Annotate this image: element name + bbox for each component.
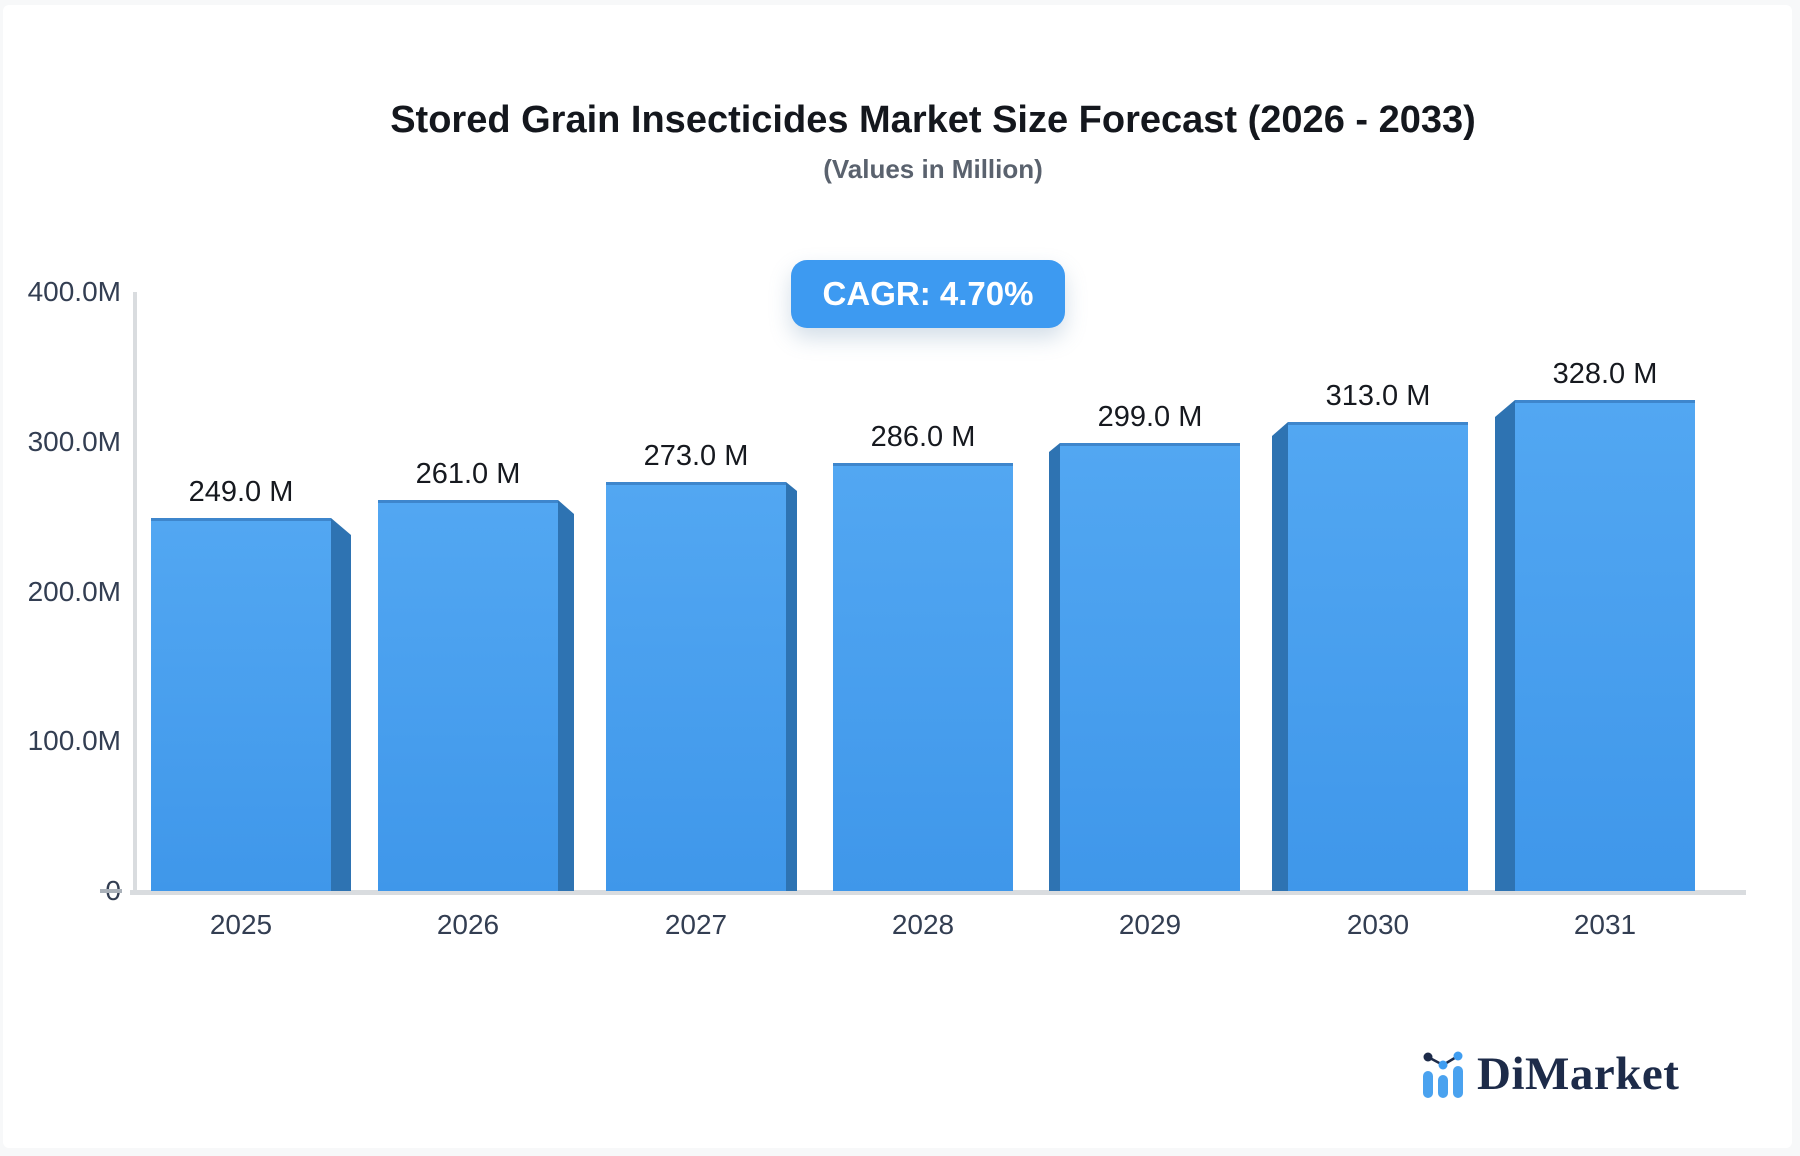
- zero-tick-mark: [100, 889, 122, 893]
- cagr-badge-label: CAGR: 4.70%: [822, 275, 1034, 312]
- bar: [606, 482, 786, 891]
- bar: [833, 463, 1013, 891]
- y-axis-label: 300.0M: [27, 426, 121, 457]
- chart-card: Stored Grain Insecticides Market Size Fo…: [3, 5, 1792, 1148]
- bar: [151, 518, 331, 891]
- bar-value-label: 249.0 M: [188, 476, 294, 508]
- x-axis-label: 2030: [1346, 909, 1410, 940]
- bar: [378, 500, 558, 891]
- bar: [1515, 400, 1695, 891]
- chart-subtitle: (Values in Million): [823, 154, 1043, 184]
- x-axis-baseline: [130, 890, 1746, 895]
- y-axis-line: [133, 292, 137, 894]
- y-axis-label: 200.0M: [27, 576, 121, 607]
- y-axis-label: 400.0M: [27, 276, 121, 307]
- x-axis-label: 2028: [891, 909, 955, 940]
- x-axis-label: 2031: [1573, 909, 1637, 940]
- bar: [1060, 443, 1240, 891]
- bar-value-label: 273.0 M: [643, 440, 749, 472]
- bar-value-label: 328.0 M: [1552, 358, 1658, 390]
- y-axis-label: 100.0M: [27, 725, 121, 756]
- x-axis-label: 2026: [436, 909, 500, 940]
- bar-side-face: [786, 482, 797, 891]
- bar-value-label: 313.0 M: [1325, 380, 1431, 412]
- bar-value-label: 299.0 M: [1097, 401, 1203, 433]
- bar-value-label: 286.0 M: [870, 421, 976, 453]
- bar: [1288, 422, 1468, 891]
- mini-bar-chart-icon: [1423, 1051, 1463, 1098]
- bar-side-face: [1495, 400, 1515, 891]
- bar-side-face: [331, 518, 351, 891]
- chart-title: Stored Grain Insecticides Market Size Fo…: [390, 99, 1476, 141]
- x-axis-label: 2027: [664, 909, 728, 940]
- bar-side-face: [1272, 422, 1288, 891]
- dimarket-logo-text: DiMarket: [1477, 1048, 1680, 1100]
- bar-value-label: 261.0 M: [415, 458, 521, 490]
- x-axis-label: 2025: [209, 909, 273, 940]
- bar-side-face: [558, 500, 574, 891]
- dimarket-logo: DiMarket: [1422, 1048, 1679, 1100]
- cagr-badge: CAGR: 4.70%: [791, 260, 1065, 328]
- x-axis-label: 2029: [1118, 909, 1182, 940]
- bar-side-face: [1049, 443, 1060, 891]
